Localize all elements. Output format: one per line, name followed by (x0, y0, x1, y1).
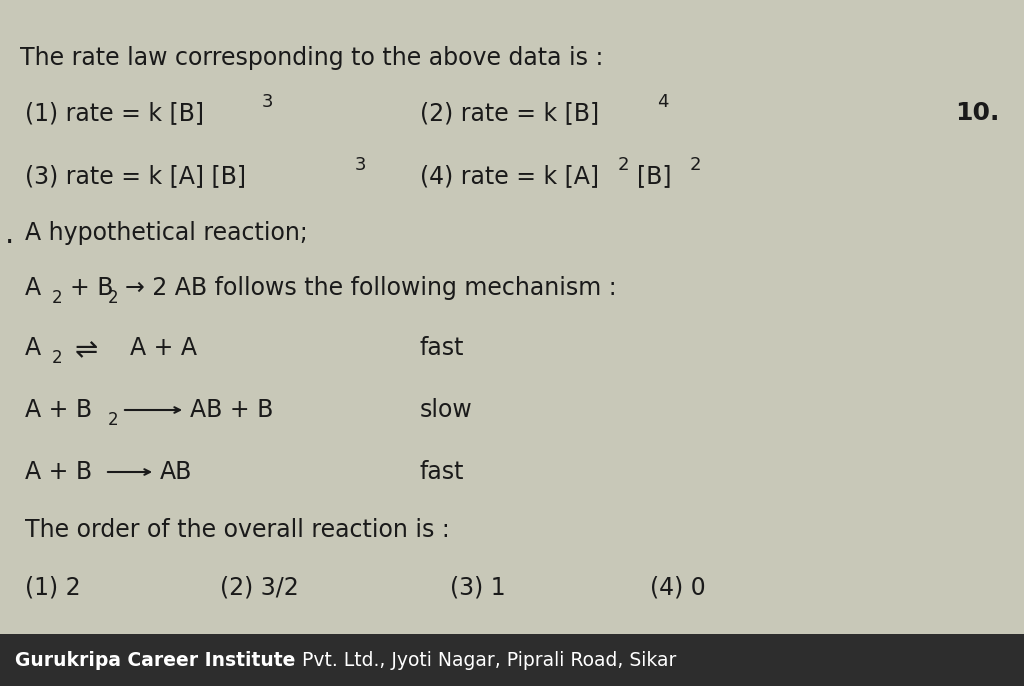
Text: Pvt. Ltd., Jyoti Nagar, Piprali Road, Sikar: Pvt. Ltd., Jyoti Nagar, Piprali Road, Si… (296, 650, 676, 670)
Text: 2: 2 (618, 156, 630, 174)
Text: A + A: A + A (130, 336, 197, 360)
Text: [B]: [B] (637, 164, 672, 188)
Text: (4) rate = k [A]: (4) rate = k [A] (420, 164, 599, 188)
Text: A: A (25, 336, 41, 360)
Text: 2: 2 (108, 289, 119, 307)
Text: (1) 2: (1) 2 (25, 576, 81, 600)
Text: (2) 3/2: (2) 3/2 (220, 576, 299, 600)
Bar (0, 634, 1024, 686)
Text: slow: slow (420, 398, 473, 422)
Text: AB + B: AB + B (190, 398, 273, 422)
Text: (3) 1: (3) 1 (450, 576, 506, 600)
Text: (2) rate = k [B]: (2) rate = k [B] (420, 101, 599, 125)
Text: 4: 4 (657, 93, 669, 111)
Text: (4) 0: (4) 0 (650, 576, 706, 600)
Text: 3: 3 (355, 156, 367, 174)
Text: fast: fast (420, 336, 465, 360)
Text: 2: 2 (52, 289, 62, 307)
Text: AB: AB (160, 460, 193, 484)
Text: Gurukripa Career Institute: Gurukripa Career Institute (15, 650, 295, 670)
Text: 2: 2 (108, 411, 119, 429)
Text: 2: 2 (52, 349, 62, 367)
Text: The rate law corresponding to the above data is :: The rate law corresponding to the above … (20, 46, 603, 70)
Text: + B: + B (70, 276, 114, 300)
Text: A hypothetical reaction;: A hypothetical reaction; (25, 221, 308, 245)
Text: The order of the overall reaction is :: The order of the overall reaction is : (25, 518, 450, 542)
Text: 10.: 10. (955, 101, 999, 125)
Text: A: A (25, 276, 41, 300)
Text: (3) rate = k [A] [B]: (3) rate = k [A] [B] (25, 164, 246, 188)
Text: 3: 3 (262, 93, 273, 111)
Text: A + B: A + B (25, 460, 92, 484)
Text: → 2 AB follows the following mechanism :: → 2 AB follows the following mechanism : (125, 276, 616, 300)
Text: ⇌: ⇌ (75, 336, 98, 364)
Text: 2: 2 (690, 156, 701, 174)
Text: .: . (5, 221, 14, 249)
Text: (1) rate = k [B]: (1) rate = k [B] (25, 101, 204, 125)
Text: A + B: A + B (25, 398, 92, 422)
Text: fast: fast (420, 460, 465, 484)
